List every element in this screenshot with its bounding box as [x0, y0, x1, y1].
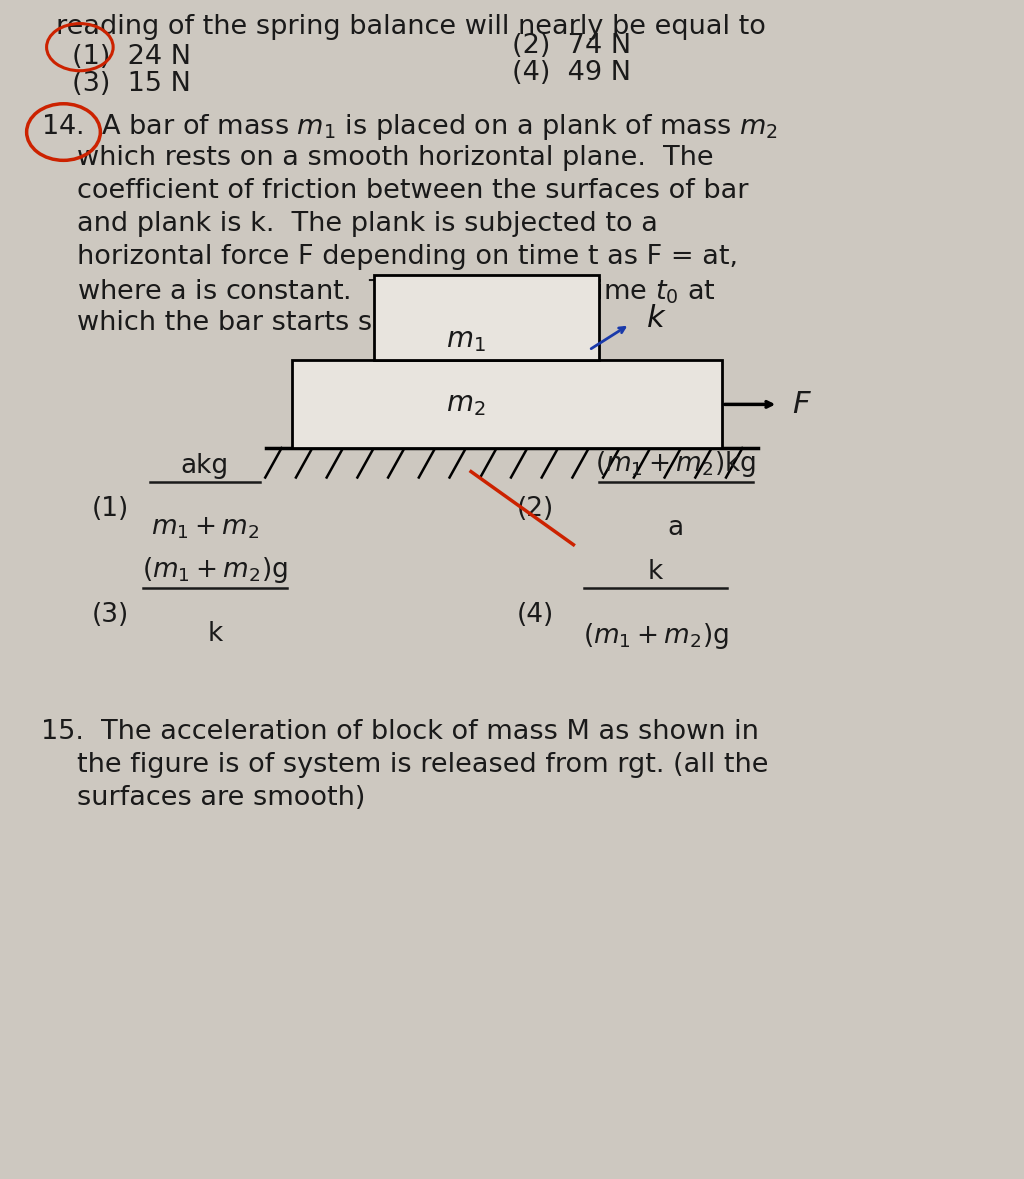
Text: and plank is k.  The plank is subjected to a: and plank is k. The plank is subjected t…: [77, 211, 657, 237]
Text: (3)  15 N: (3) 15 N: [72, 71, 190, 97]
Text: $F$: $F$: [792, 390, 811, 419]
Text: where a is constant.  The moment of time $t_0$ at: where a is constant. The moment of time …: [77, 277, 716, 305]
Text: (4)  49 N: (4) 49 N: [512, 60, 631, 86]
Text: (1)  24 N: (1) 24 N: [72, 44, 190, 70]
Text: $m_1+m_2$: $m_1+m_2$: [151, 515, 259, 541]
Text: surfaces are smooth): surfaces are smooth): [77, 785, 366, 811]
Text: a: a: [668, 515, 684, 541]
Text: 14.  A bar of mass $m_1$ is placed on a plank of mass $m_2$: 14. A bar of mass $m_1$ is placed on a p…: [41, 112, 777, 141]
Text: k: k: [648, 559, 663, 585]
Text: k: k: [208, 621, 222, 647]
Text: $(m_1+m_2)$g: $(m_1+m_2)$g: [142, 555, 288, 585]
Text: which rests on a smooth horizontal plane.  The: which rests on a smooth horizontal plane…: [77, 145, 714, 171]
Text: (1): (1): [92, 496, 129, 522]
Text: (4): (4): [517, 602, 554, 628]
Text: (2): (2): [517, 496, 554, 522]
Text: coefficient of friction between the surfaces of bar: coefficient of friction between the surf…: [77, 178, 749, 204]
Text: $m_2$: $m_2$: [446, 390, 485, 419]
Text: akg: akg: [181, 453, 228, 479]
Text: reading of the spring balance will nearly be equal to: reading of the spring balance will nearl…: [56, 14, 766, 40]
Text: the figure is of system is released from rgt. (all the: the figure is of system is released from…: [77, 752, 768, 778]
Text: $m_1$: $m_1$: [446, 325, 485, 354]
Text: $(m_1+m_2)$kg: $(m_1+m_2)$kg: [595, 449, 757, 479]
Bar: [292, 360, 722, 448]
Text: 15.  The acceleration of block of mass M as shown in: 15. The acceleration of block of mass M …: [41, 719, 759, 745]
Text: k: k: [647, 304, 665, 332]
Text: (2)  74 N: (2) 74 N: [512, 33, 631, 59]
Text: which the bar starts sliding is: which the bar starts sliding is: [77, 310, 476, 336]
Text: (3): (3): [92, 602, 129, 628]
Text: horizontal force F depending on time t as F = at,: horizontal force F depending on time t a…: [77, 244, 738, 270]
Text: $(m_1+m_2)$g: $(m_1+m_2)$g: [583, 621, 728, 651]
Bar: [374, 275, 599, 360]
